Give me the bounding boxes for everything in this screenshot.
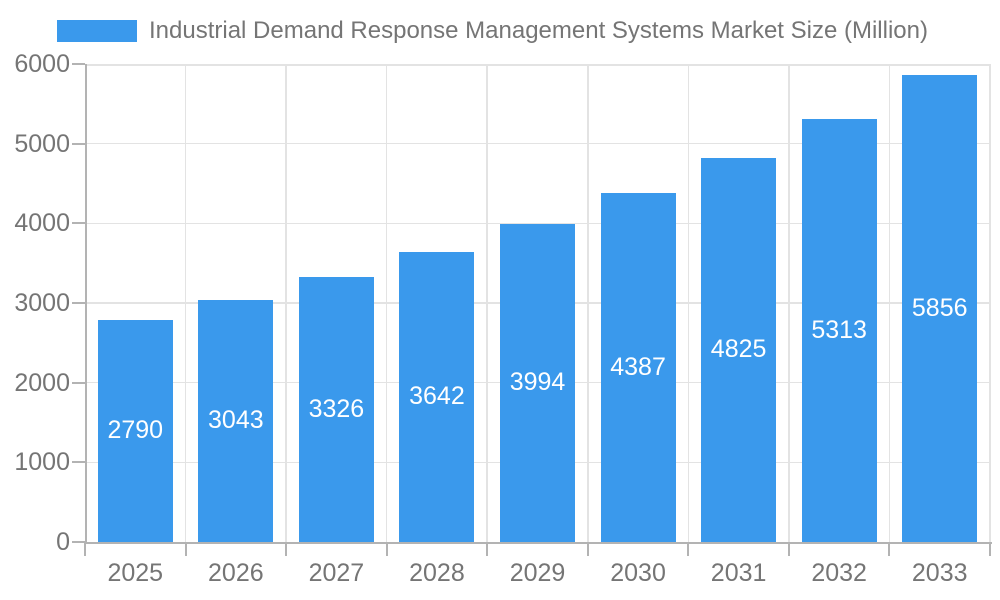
x-axis-label: 2025	[107, 559, 164, 587]
legend-swatch-icon	[57, 20, 137, 42]
bar-2031[interactable]: 4825	[701, 157, 777, 542]
x-tick	[787, 542, 790, 556]
gridline-v	[687, 64, 690, 542]
y-axis-label: 3000	[14, 289, 70, 317]
x-axis-label: 2027	[308, 559, 365, 587]
bar-2025[interactable]: 2790	[97, 319, 173, 542]
bar-2029[interactable]: 3994	[500, 223, 575, 542]
gridline-v	[184, 64, 187, 542]
bar-2027[interactable]: 3326	[298, 277, 374, 542]
y-tick	[72, 541, 85, 543]
plot-area: 2790 3043 3326 3642 3994 4387 4825 5313 5856	[85, 64, 991, 542]
gridline-v	[587, 64, 589, 542]
bar-2026[interactable]: 3043	[198, 299, 274, 542]
y-tick	[72, 381, 85, 384]
bar-value-label: 4387	[610, 352, 666, 381]
y-axis-label: 6000	[14, 50, 70, 78]
x-tick	[687, 542, 690, 556]
x-tick	[84, 542, 86, 556]
gridline-h	[85, 222, 990, 225]
y-tick	[72, 142, 85, 145]
gridline-v	[989, 64, 991, 542]
bar-value-label: 4825	[710, 335, 767, 364]
gridline-v	[285, 64, 287, 542]
x-axis-label: 2029	[509, 559, 566, 587]
x-tick	[989, 542, 991, 556]
x-axis-line	[85, 542, 992, 544]
y-tick	[72, 222, 85, 225]
y-axis-label: 5000	[14, 129, 70, 158]
bar-2028[interactable]: 3642	[399, 251, 475, 542]
y-tick	[72, 302, 85, 304]
x-tick	[486, 542, 489, 556]
gridline-v	[788, 64, 790, 542]
gridline-h	[85, 64, 990, 66]
y-axis-label: 2000	[14, 368, 70, 397]
x-tick	[184, 542, 187, 556]
bar-value-label: 3994	[509, 368, 566, 397]
y-axis-line	[85, 64, 87, 544]
gridline-v	[888, 64, 891, 542]
bar-value-label: 3043	[208, 406, 264, 435]
y-axis-label: 0	[56, 528, 70, 556]
bar-value-label: 3642	[409, 382, 465, 411]
bar-value-label: 2790	[107, 416, 164, 445]
x-tick	[285, 542, 288, 556]
x-tick	[385, 542, 388, 556]
bar-value-label: 5313	[811, 315, 867, 344]
x-axis-label: 2033	[911, 559, 968, 587]
x-tick	[888, 542, 891, 556]
y-tick	[72, 63, 85, 65]
legend-label: Industrial Demand Response Management Sy…	[149, 17, 928, 44]
y-tick	[72, 461, 85, 464]
x-tick	[586, 542, 589, 556]
x-axis-label: 2032	[811, 559, 867, 587]
x-axis-label: 2031	[710, 559, 767, 587]
gridline-v	[486, 64, 488, 542]
y-axis-label: 1000	[14, 448, 70, 477]
x-axis-label: 2030	[610, 559, 666, 587]
x-axis-label: 2026	[208, 559, 264, 587]
x-axis-label: 2028	[409, 559, 465, 587]
bar-value-label: 3326	[308, 395, 365, 423]
gridline-h	[85, 142, 990, 145]
y-axis-label: 4000	[14, 209, 70, 238]
bar-2032[interactable]: 5313	[801, 118, 877, 542]
bar-value-label: 5856	[911, 294, 968, 323]
gridline-v	[385, 64, 388, 542]
bar-2030[interactable]: 4387	[600, 192, 676, 542]
bar-2033[interactable]: 5856	[902, 75, 978, 542]
